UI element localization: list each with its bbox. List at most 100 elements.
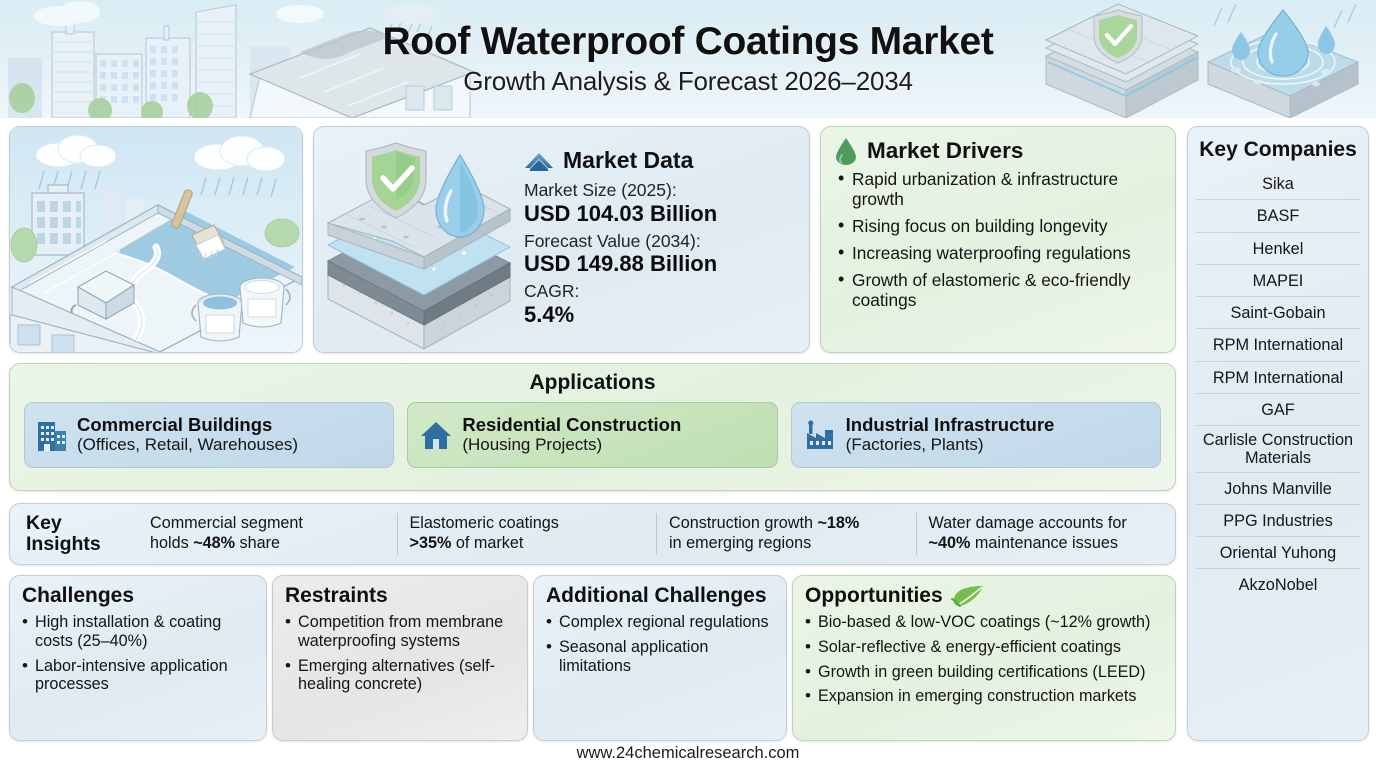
waterproof-coating-illustration bbox=[1044, 3, 1360, 118]
list-item: Carlisle Construction Materials bbox=[1196, 425, 1360, 472]
list-item: GAF bbox=[1196, 392, 1360, 425]
rooftop-illustration-panel bbox=[9, 126, 303, 353]
application-subtitle: (Offices, Retail, Warehouses) bbox=[77, 434, 299, 454]
forecast-value-value: USD 149.88 Billion bbox=[524, 251, 718, 277]
office-building-icon bbox=[38, 422, 66, 451]
list-item: Rapid urbanization & infrastructure grow… bbox=[837, 168, 1163, 209]
challenges-list: High installation & coating costs (25–40… bbox=[22, 612, 254, 695]
application-commercial-buildings[interactable]: Commercial Buildings (Offices, Retail, W… bbox=[24, 402, 395, 468]
key-insight-item: Elastomeric coatings >35% of market bbox=[396, 513, 657, 555]
page-title: Roof Waterproof Coatings Market bbox=[382, 19, 994, 63]
factory-icon bbox=[806, 420, 833, 449]
application-subtitle: (Factories, Plants) bbox=[845, 434, 984, 454]
cagr-value: 5.4% bbox=[524, 301, 575, 327]
card-title: Additional Challenges bbox=[546, 584, 767, 607]
list-item: Growth in green building certifications … bbox=[805, 662, 1163, 682]
list-item: High installation & coating costs (25–40… bbox=[22, 612, 254, 651]
opportunities-card: Opportunities Bio-based & low-VOC coatin… bbox=[792, 575, 1176, 741]
insight-line-1: Commercial segment bbox=[150, 514, 303, 533]
insight-line-2: holds ~48% share bbox=[150, 534, 281, 552]
list-item: Complex regional regulations bbox=[546, 612, 774, 632]
water-drop-icon bbox=[836, 138, 856, 165]
list-item: Seasonal application limitations bbox=[546, 637, 774, 676]
list-item: Competition from membrane waterproofing … bbox=[285, 612, 515, 651]
list-item: Emerging alternatives (self-healing conc… bbox=[285, 656, 515, 695]
applications-panel: Applications Commercial Buil bbox=[9, 363, 1176, 491]
list-item: Labor-intensive application processes bbox=[22, 656, 254, 695]
key-insights-label-line2: Insights bbox=[26, 533, 101, 555]
footer-url[interactable]: www.24chemicalresearch.com bbox=[576, 744, 800, 762]
list-item: RPM International bbox=[1196, 360, 1360, 393]
list-item: Oriental Yuhong bbox=[1196, 536, 1360, 568]
insight-line-2: in emerging regions bbox=[669, 534, 812, 552]
application-residential-construction[interactable]: Residential Construction (Housing Projec… bbox=[407, 402, 778, 468]
market-data-panel: Market Data Market Size (2025): USD 104.… bbox=[313, 126, 810, 353]
forecast-value-label: Forecast Value (2034): bbox=[524, 230, 701, 251]
key-companies-title: Key Companies bbox=[1199, 138, 1357, 161]
list-item: Sika bbox=[1262, 175, 1294, 193]
market-data-illustration bbox=[314, 127, 524, 352]
list-item: Solar-reflective & energy-efficient coat… bbox=[805, 637, 1163, 657]
list-item: Johns Manville bbox=[1196, 471, 1360, 504]
coating-layers-icon bbox=[326, 142, 512, 350]
list-item: Bio-based & low-VOC coatings (~12% growt… bbox=[805, 612, 1163, 632]
applications-title: Applications bbox=[529, 371, 656, 394]
market-size-value: USD 104.03 Billion bbox=[524, 200, 718, 226]
application-name: Commercial Buildings bbox=[77, 414, 273, 436]
list-item: AkzoNobel bbox=[1196, 568, 1360, 600]
list-item: PPG Industries bbox=[1196, 503, 1360, 536]
application-name: Industrial Infrastructure bbox=[845, 414, 1055, 436]
list-item: Rising focus on building longevity bbox=[837, 215, 1163, 236]
restraints-list: Competition from membrane waterproofing … bbox=[285, 612, 515, 695]
card-title: Opportunities bbox=[805, 584, 943, 607]
market-data-title: Market Data bbox=[563, 147, 694, 174]
list-item: Increasing waterproofing regulations bbox=[837, 242, 1163, 263]
key-insight-item: Commercial segment holds ~48% share bbox=[138, 513, 397, 555]
list-item: RPM International bbox=[1196, 328, 1360, 360]
key-insights-label: Key Insights bbox=[10, 513, 138, 555]
insight-line-2: >35% of market bbox=[409, 534, 524, 552]
restraints-card: Restraints Competition from membrane wat… bbox=[272, 575, 528, 741]
list-item: MAPEI bbox=[1196, 263, 1360, 296]
house-icon bbox=[421, 422, 452, 449]
market-size-label: Market Size (2025): bbox=[524, 180, 677, 201]
application-industrial-infrastructure[interactable]: Industrial Infrastructure (Factories, Pl… bbox=[790, 402, 1161, 468]
additional-challenges-list: Complex regional regulations Seasonal ap… bbox=[546, 612, 774, 676]
application-subtitle: (Housing Projects) bbox=[462, 434, 603, 454]
cagr-label: CAGR: bbox=[524, 281, 580, 302]
opportunities-list: Bio-based & low-VOC coatings (~12% growt… bbox=[805, 612, 1163, 706]
market-drivers-panel: Market Drivers Rapid urbanization & infr… bbox=[820, 126, 1176, 353]
key-insight-item: Water damage accounts for ~40% maintenan… bbox=[915, 513, 1176, 555]
insight-line-2: ~40% maintenance issues bbox=[928, 534, 1118, 552]
card-title-row: Opportunities bbox=[805, 584, 1163, 608]
market-drivers-heading: Market Drivers bbox=[821, 127, 1175, 169]
page-subtitle: Growth Analysis & Forecast 2026–2034 bbox=[463, 66, 913, 97]
city-skyline-icon bbox=[8, 1, 476, 118]
key-insight-item: Construction growth ~18% in emerging reg… bbox=[656, 513, 916, 555]
header-title-group: Roof Waterproof Coatings Market Growth A… bbox=[0, 0, 1376, 118]
card-title: Challenges bbox=[22, 584, 135, 607]
market-drivers-list: Rapid urbanization & infrastructure grow… bbox=[821, 168, 1175, 310]
insight-line-1: Water damage accounts for bbox=[928, 514, 1127, 533]
list-item: Henkel bbox=[1196, 231, 1360, 264]
leaf-icon bbox=[950, 585, 983, 607]
insight-line-1: Construction growth ~18% bbox=[669, 514, 860, 533]
insight-line-1: Elastomeric coatings bbox=[409, 514, 559, 533]
list-item: Expansion in emerging construction marke… bbox=[805, 686, 1163, 706]
application-name: Residential Construction bbox=[462, 414, 682, 436]
key-insights-label-line1: Key bbox=[26, 512, 62, 535]
challenges-card: Challenges High installation & coating c… bbox=[9, 575, 267, 741]
roof-house-icon bbox=[525, 152, 553, 171]
key-insights-panel: Key Insights Commercial segment holds ~4… bbox=[9, 503, 1176, 565]
market-data-heading: Market Data bbox=[524, 147, 799, 174]
market-drivers-title: Market Drivers bbox=[867, 138, 1024, 163]
card-title: Restraints bbox=[285, 584, 388, 607]
rooftop-waterproofing-icon bbox=[10, 127, 302, 352]
market-data-text: Market Data Market Size (2025): USD 104.… bbox=[524, 147, 809, 331]
additional-challenges-card: Additional Challenges Complex regional r… bbox=[533, 575, 787, 741]
header-banner: Roof Waterproof Coatings Market Growth A… bbox=[0, 0, 1376, 118]
list-item: BASF bbox=[1196, 199, 1360, 231]
list-item: Saint-Gobain bbox=[1196, 296, 1360, 328]
list-item: Growth of elastomeric & eco-friendly coa… bbox=[837, 269, 1163, 310]
